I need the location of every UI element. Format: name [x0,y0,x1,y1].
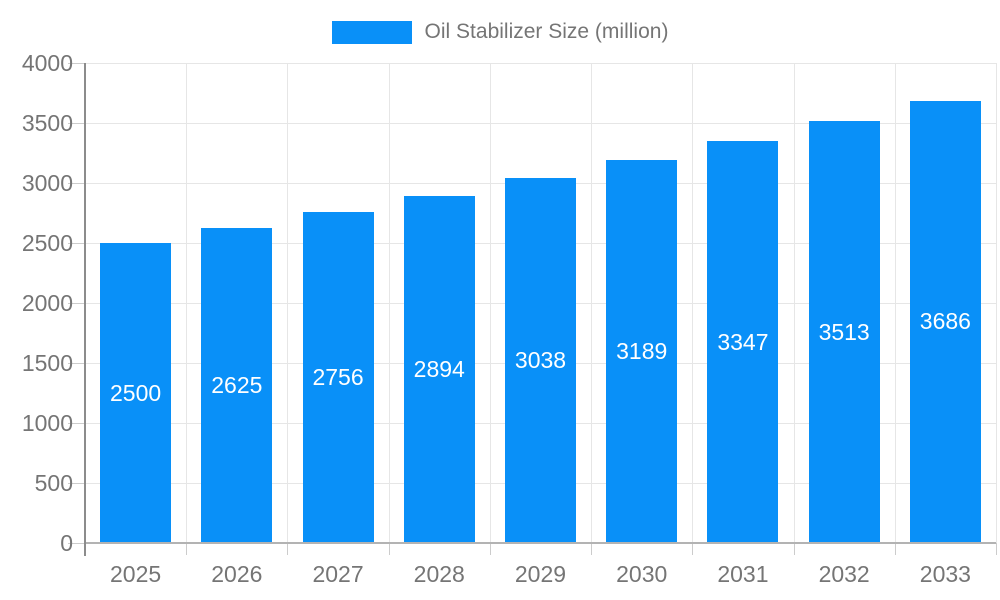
y-axis-tick [68,243,85,244]
y-axis-tick [68,423,85,424]
gridline-vertical [186,63,188,543]
gridline-vertical [287,63,289,543]
x-axis-label: 2031 [717,561,769,587]
x-axis-tick [591,543,593,555]
x-axis-tick [287,543,289,555]
x-axis-baseline [85,542,996,544]
y-axis-tick [68,183,85,184]
y-axis-tick [68,483,85,484]
bar[interactable]: 3513 [808,121,880,543]
bar-value-label: 3513 [818,318,870,345]
y-axis-label: 4000 [21,50,73,76]
x-axis-label: 2028 [413,561,465,587]
x-axis-label: 2025 [110,561,162,587]
bar[interactable]: 3347 [707,141,779,543]
y-axis-label: 2000 [21,290,73,316]
bar[interactable]: 2756 [302,212,374,543]
bar-value-label: 3038 [514,347,567,374]
y-axis-label: 0 [60,530,73,556]
y-axis-label: 3000 [21,170,73,196]
bar[interactable]: 2500 [100,243,172,543]
x-axis-tick [996,543,997,555]
bar[interactable]: 3038 [505,178,576,543]
bar[interactable]: 3189 [606,160,678,543]
x-axis-label: 2032 [818,561,870,587]
y-axis-tick [68,303,85,304]
plot-area: 0 500 1000 1500 2000 2500 3000 3500 4000 2500 2025… [22,50,997,587]
gridline-horizontal [85,63,996,64]
y-axis-tick [68,63,85,64]
y-axis-tick [68,363,85,364]
bar-value-label: 3347 [717,328,769,355]
legend: Oil Stabilizer Size (million) [0,20,1000,44]
gridline-horizontal [85,123,996,124]
x-axis-label: 2030 [616,561,668,587]
gridline-vertical [591,63,593,543]
x-axis-label: 2033 [919,561,971,587]
y-axis-line [84,63,86,556]
bar[interactable]: 3686 [909,100,981,543]
y-axis-label: 1000 [21,410,73,436]
bar[interactable]: 2625 [201,228,273,543]
y-axis-tick [68,123,85,124]
x-axis-label: 2029 [514,561,567,587]
x-axis-tick [793,543,795,555]
x-axis-tick [489,543,491,555]
bar[interactable]: 2894 [403,195,475,543]
y-axis-label: 1500 [21,350,73,376]
x-axis-tick [388,543,390,555]
y-axis-label: 3500 [21,110,73,136]
y-axis-label: 500 [34,470,73,496]
bar-value-label: 2625 [211,372,263,398]
bar-value-label: 3189 [616,338,668,365]
x-axis-tick [186,543,188,555]
bar-value-label: 2756 [312,364,364,391]
y-axis-label: 2500 [21,230,73,256]
gridline-vertical [388,63,390,543]
gridline-vertical [996,63,997,543]
x-axis-label: 2027 [312,561,364,587]
bar-value-label: 2500 [110,379,162,406]
gridline-vertical [793,63,795,543]
y-axis-tick [68,543,85,544]
bar-value-label: 3686 [919,308,971,335]
legend-label: Oil Stabilizer Size (million) [424,20,669,43]
x-axis-tick [692,543,694,555]
bar-value-label: 2894 [413,355,465,382]
gridline-vertical [894,63,896,543]
gridline-vertical [692,63,694,543]
legend-item[interactable]: Oil Stabilizer Size (million) [331,20,669,44]
legend-swatch [331,20,412,44]
x-axis-tick [894,543,896,555]
x-axis-label: 2026 [211,561,263,587]
gridline-vertical [489,63,491,543]
